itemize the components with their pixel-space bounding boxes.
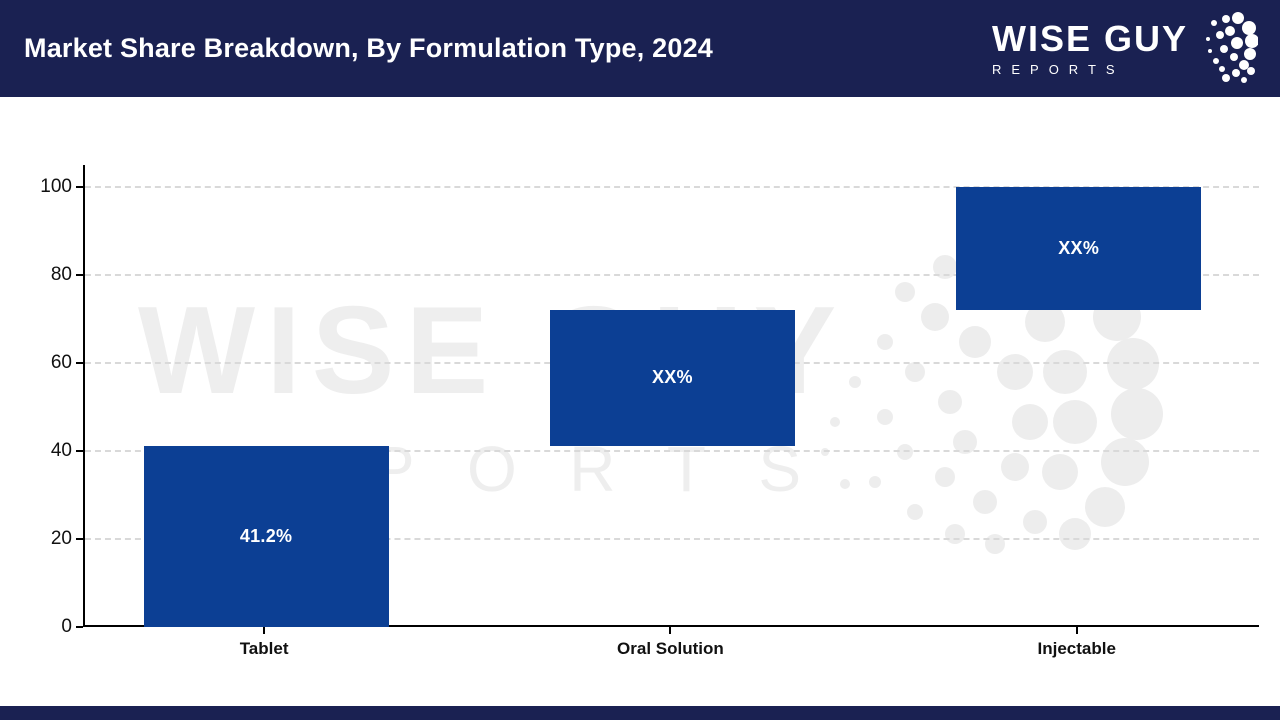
bar-oral-solution: XX% (549, 310, 795, 446)
gridline-y-40 (85, 450, 1259, 452)
brand-subtitle: REPORTS (991, 61, 1125, 77)
y-axis-tick-label-100: 100 (40, 176, 72, 197)
y-axis-tick-label-40: 40 (50, 440, 72, 461)
brand-name: WISE GUY (991, 17, 1188, 59)
gridline-y-20 (85, 538, 1259, 540)
y-axis-tick-mark (76, 538, 83, 540)
bar-tablet: 41.2% (143, 445, 389, 627)
y-axis-tick-mark (76, 362, 83, 364)
brand-wordmark: WISE GUY REPORTS (991, 17, 1188, 77)
x-axis-tick-mark (669, 627, 672, 634)
x-axis-category-label-oral-solution: Oral Solution (617, 639, 724, 658)
brand-logo: WISE GUY REPORTS (992, 9, 1258, 89)
x-axis-category-label-injectable: Injectable (1037, 639, 1116, 658)
page-title: Market Share Breakdown, By Formulation T… (24, 33, 714, 63)
y-axis-tick-label-20: 20 (50, 528, 72, 549)
bar-value-label: XX% (651, 367, 693, 388)
y-axis-tick-label-0: 0 (61, 616, 72, 637)
footer-bar (0, 706, 1280, 720)
y-axis-tick-mark (76, 626, 83, 628)
y-axis-tick-label-60: 60 (50, 352, 72, 373)
x-axis-tick-mark (1075, 627, 1078, 634)
y-axis-tick-mark (76, 274, 83, 276)
chart-plot-area: 41.2% XX% XX% (83, 165, 1259, 627)
x-axis-category-label-tablet: Tablet (239, 639, 289, 658)
y-axis-tick-label-80: 80 (50, 264, 72, 285)
gridline-y-100 (85, 186, 1259, 188)
brand-head-dots-icon (1206, 11, 1258, 83)
gridline-y-80 (85, 274, 1259, 276)
y-axis-tick-mark (76, 450, 83, 452)
bar-value-label: XX% (1058, 238, 1100, 259)
header-bar: Market Share Breakdown, By Formulation T… (0, 0, 1280, 97)
y-axis-tick-mark (76, 186, 83, 188)
x-axis-tick-mark (263, 627, 266, 634)
bar-injectable: XX% (956, 187, 1202, 311)
bar-value-label: 41.2% (239, 525, 293, 546)
